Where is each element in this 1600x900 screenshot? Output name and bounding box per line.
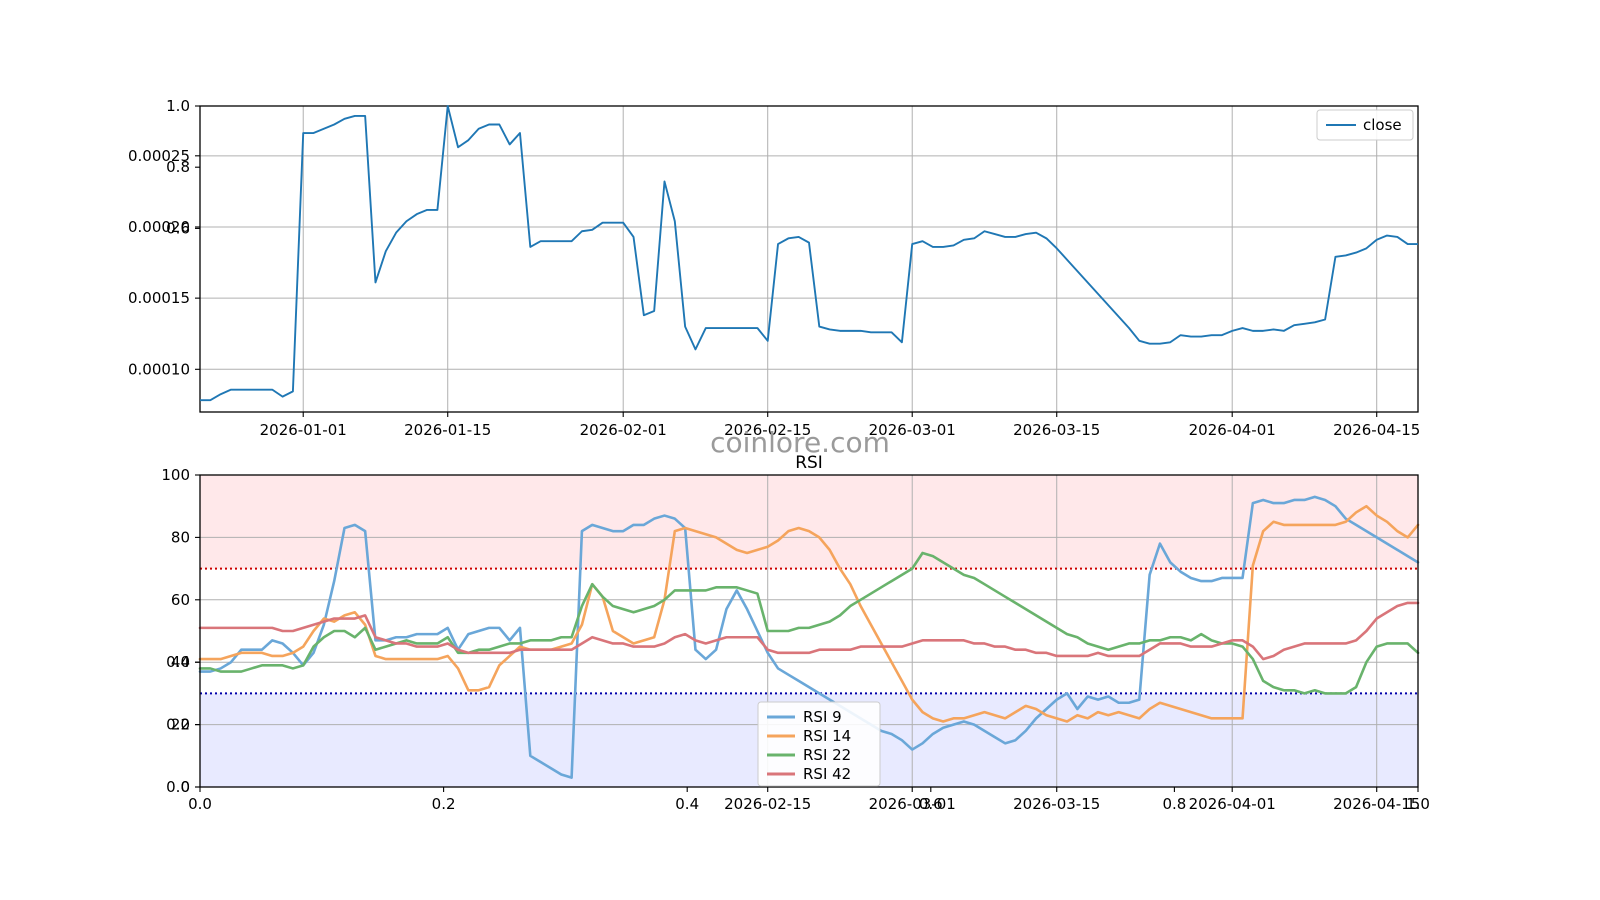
rsi-panel-title: RSI [795, 453, 823, 473]
rsi-legend-label-2: RSI 14 [803, 727, 851, 745]
price-x-tick-label: 2026-04-01 [1189, 421, 1276, 439]
price-y-norm-tick-label: 0.8 [166, 158, 190, 176]
rsi-y-tick-label: 40 [171, 653, 190, 671]
rsi-x-norm-tick-label: 0.6 [919, 795, 943, 813]
price-y-tick-label: 0.00025 [128, 147, 190, 165]
rsi-legend-box [757, 701, 881, 787]
price-y-norm-tick-label: 1.0 [166, 97, 190, 115]
rsi-legend-label-4: RSI 42 [803, 765, 851, 783]
rsi-x-date-tick-label: 2026-04-15 [1333, 795, 1420, 813]
price-x-tick-label: 2026-02-01 [580, 421, 667, 439]
rsi-axes-frame [199, 474, 1419, 788]
rsi-series-line-4 [198, 601, 1420, 661]
rsi-y-tick-label: 80 [171, 528, 190, 546]
rsi-y-norm-tick-label: 0.2 [166, 716, 190, 734]
price-x-tick-label: 2026-01-01 [260, 421, 347, 439]
rsi-series-line-3 [198, 551, 1420, 695]
rsi-x-norm-tick-label: 0.4 [675, 795, 699, 813]
rsi-x-norm-tick-label: 0.8 [1162, 795, 1186, 813]
price-axes-frame [199, 105, 1419, 413]
rsi-y-tick-label: 60 [171, 591, 190, 609]
price-y-tick-label: 0.00010 [128, 360, 190, 378]
price-chart-panel: 0.00010 0.00015 0.00020 0.00025 0.6 0.8 1.0 202… [128, 97, 1420, 439]
price-legend-box [1316, 109, 1414, 141]
price-x-tick-label: 2026-04-15 [1333, 421, 1420, 439]
rsi-x-date-tick-label: 2026-03-01 [869, 795, 956, 813]
rsi-x-date-tick-label: 2026-02-15 [724, 795, 811, 813]
rsi-x-date-tick-label: 2026-03-15 [1013, 795, 1100, 813]
rsi-y-tick-label: 100 [161, 466, 190, 484]
rsi-series-line-2 [198, 504, 1420, 723]
rsi-legend-label-3: RSI 22 [803, 746, 851, 764]
rsi-y-tick-label: 20 [171, 716, 190, 734]
price-y-tick-label: 0.00015 [128, 289, 190, 307]
price-close-line [200, 105, 1418, 402]
rsi-y-norm-tick-label: 0.4 [166, 653, 190, 671]
price-x-tick-label: 2026-02-15 [724, 421, 811, 439]
price-legend: close [1316, 109, 1414, 141]
rsi-overbought-band [200, 475, 1418, 569]
rsi-x-norm-tick-label: 0.0 [188, 795, 212, 813]
rsi-x-norm-tick-label: 1.0 [1406, 795, 1430, 813]
price-legend-label: close [1363, 116, 1402, 134]
rsi-y-tick-label: 0 [180, 778, 190, 796]
rsi-x-date-tick-label: 2026-04-01 [1189, 795, 1276, 813]
price-x-tick-label: 2026-01-15 [404, 421, 491, 439]
price-y-tick-label: 0.00020 [128, 218, 190, 236]
price-x-tick-label: 2026-03-01 [869, 421, 956, 439]
rsi-legend-label-1: RSI 9 [803, 708, 842, 726]
watermark: coinlore.com [710, 426, 890, 459]
rsi-y-norm-tick-label: 0.0 [166, 778, 190, 796]
price-x-tick-label: 2026-03-15 [1013, 421, 1100, 439]
rsi-chart-panel: 0 20 40 60 80 100 0.0 0.2 0.4 2026-02-15 2026-03-0… [161, 453, 1430, 813]
rsi-series-line-1 [198, 495, 1420, 779]
price-y-norm-tick-label: 0.6 [166, 219, 190, 237]
rsi-x-norm-tick-label: 0.2 [432, 795, 456, 813]
